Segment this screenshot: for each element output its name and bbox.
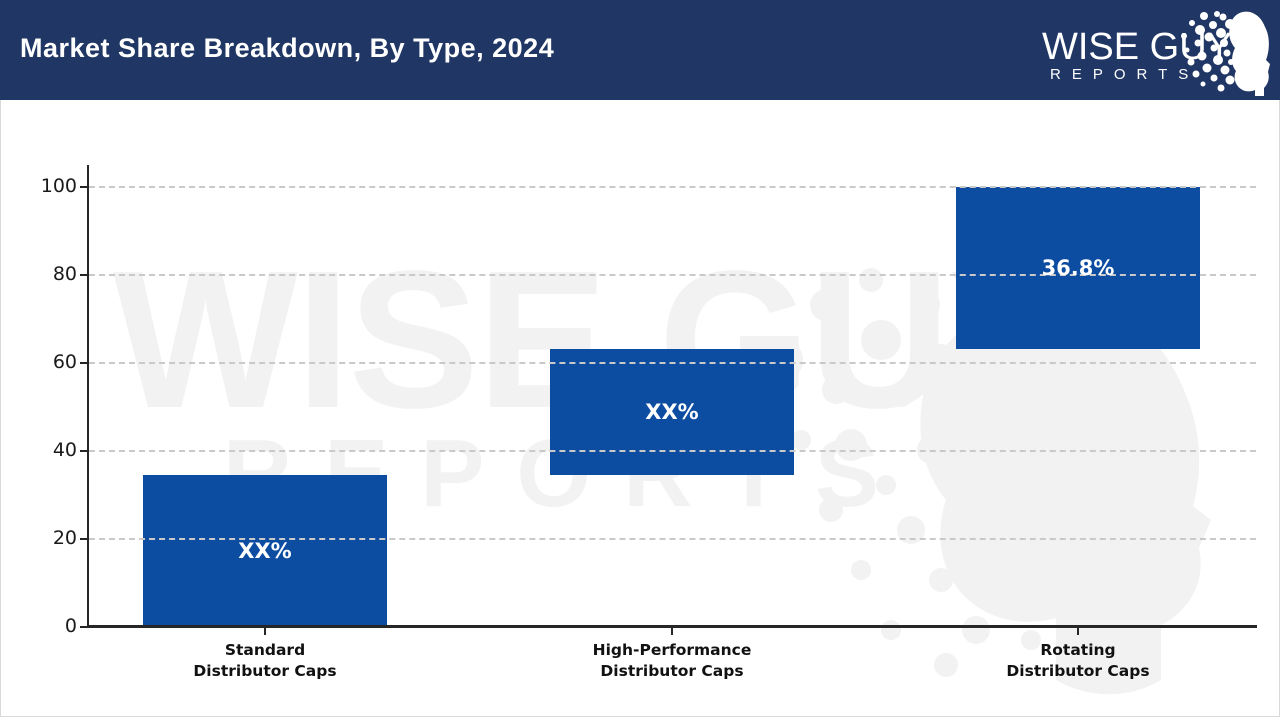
- chart-area: WISE GUY REPORTS XX%XX%36.8% 02040608010…: [0, 100, 1280, 717]
- y-tick-label: 40: [52, 439, 77, 461]
- bar-value-label: 36.8%: [1041, 255, 1115, 280]
- y-tick-mark: [80, 450, 87, 452]
- bar-value-label: XX%: [645, 400, 699, 425]
- y-tick-mark: [80, 362, 87, 364]
- y-tick-mark: [80, 274, 87, 276]
- gridline: [89, 274, 1256, 276]
- y-axis-line: [87, 165, 89, 628]
- x-tick-mark: [671, 628, 673, 635]
- y-tick-mark: [80, 186, 87, 188]
- y-tick-label: 0: [64, 615, 77, 637]
- gridline: [89, 362, 1256, 364]
- x-category-line1: High-Performance: [592, 641, 752, 659]
- y-tick-label: 100: [40, 175, 77, 197]
- x-category-label: Rotating Distributor Caps: [938, 640, 1218, 682]
- chart-title: Market Share Breakdown, By Type, 2024: [20, 33, 555, 63]
- x-tick-mark: [1077, 628, 1079, 635]
- market-share-bar: [143, 475, 387, 627]
- bar-value-label: XX%: [238, 539, 292, 564]
- logo-face-icon: [1181, 11, 1270, 96]
- market-share-bar: [550, 348, 794, 476]
- y-tick-mark: [80, 626, 87, 628]
- logo-subtitle: REPORTS: [1050, 66, 1200, 83]
- y-tick-mark: [80, 538, 87, 540]
- x-axis-line: [87, 625, 1257, 628]
- x-category-label: Standard Distributor Caps: [125, 640, 405, 682]
- market-share-bar: [956, 187, 1200, 349]
- gridline: [89, 450, 1256, 452]
- y-tick-label: 60: [52, 351, 77, 373]
- x-category-line2: Distributor Caps: [600, 661, 744, 680]
- x-category-line2: Distributor Caps: [1006, 661, 1150, 680]
- x-category-label: High-Performance Distributor Caps: [532, 640, 812, 682]
- wise-guy-logo: WISE GUY REPORTS: [1030, 6, 1270, 98]
- y-tick-label: 20: [52, 527, 77, 549]
- x-tick-mark: [264, 628, 266, 635]
- x-category-line1: Standard: [224, 641, 306, 659]
- header-bar: Market Share Breakdown, By Type, 2024 WI…: [0, 0, 1280, 100]
- gridline: [89, 186, 1256, 188]
- x-category-line1: Rotating: [1040, 641, 1116, 659]
- y-tick-label: 80: [52, 263, 77, 285]
- x-category-line2: Distributor Caps: [193, 661, 337, 680]
- gridline: [89, 538, 1256, 540]
